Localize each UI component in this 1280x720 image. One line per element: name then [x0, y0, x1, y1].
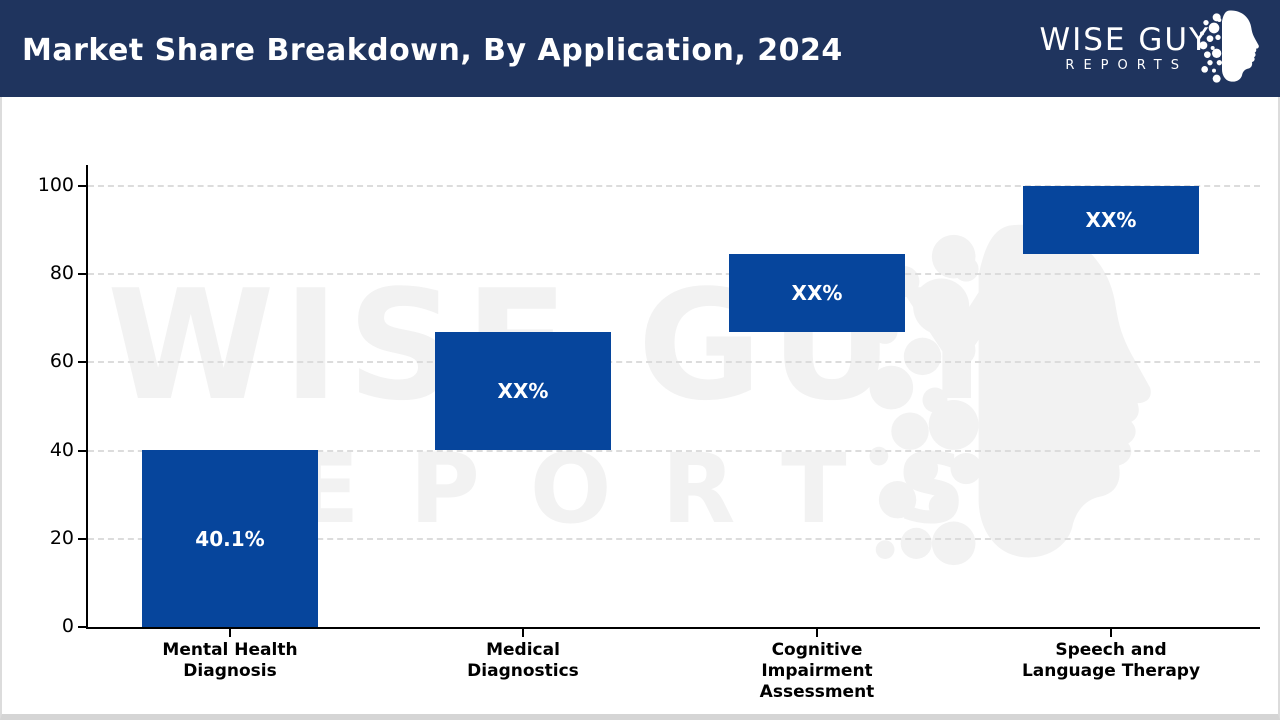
- wiseguy-logo: WISE GUY REPORTS: [1039, 8, 1266, 88]
- chart-canvas: WISE GUY REPORTS: [0, 97, 1280, 720]
- header-bar: Market Share Breakdown, By Application, …: [0, 0, 1280, 97]
- chart-title: Market Share Breakdown, By Application, …: [22, 33, 843, 68]
- watermark-head-icon: [863, 224, 1151, 566]
- wiseguy-head-icon: [1199, 10, 1259, 83]
- logo-wordmark-line2: REPORTS: [1065, 58, 1189, 73]
- logo-wordmark: WISE GUY REPORTS: [1039, 23, 1210, 73]
- logo-wordmark-line1: WISE GUY: [1039, 22, 1210, 58]
